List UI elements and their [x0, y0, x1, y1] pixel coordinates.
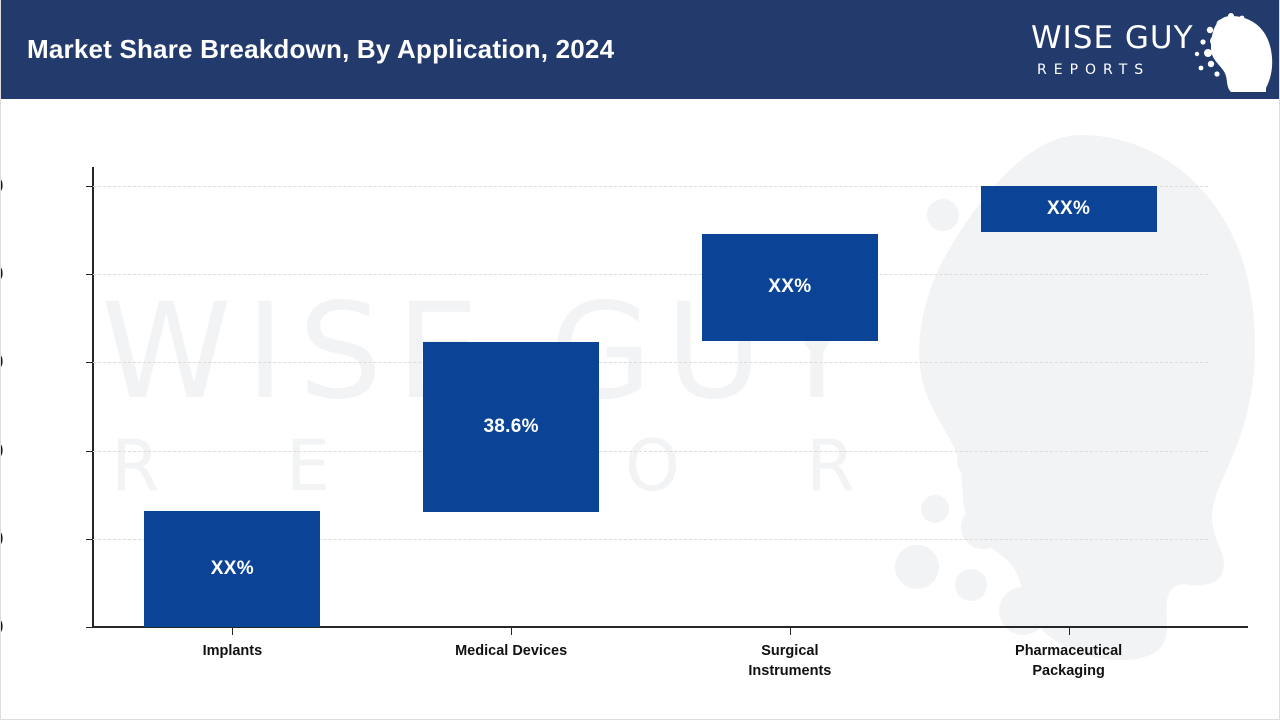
x-tick-mark [511, 627, 513, 635]
y-tick-mark [86, 362, 93, 364]
y-tick-label: 40 [1, 440, 4, 462]
y-tick-mark [86, 627, 93, 628]
bar-value-label: XX% [768, 276, 812, 298]
page-title: Market Share Breakdown, By Application, … [27, 34, 615, 64]
y-tick-label: 20 [1, 528, 4, 550]
y-tick-mark [86, 538, 93, 540]
y-axis-line [92, 167, 94, 628]
logo-dotted-head-icon [1194, 13, 1273, 92]
x-tick-label: Implants [202, 643, 263, 659]
gridline [93, 538, 1208, 540]
wise-guy-reports-logo[interactable]: WISE GUY REPORTS [1025, 8, 1275, 92]
x-tick-label: Pharmaceutical Packaging [1015, 643, 1123, 679]
y-tick-mark [86, 274, 93, 276]
page-header: Market Share Breakdown, By Application, … [1, 0, 1279, 99]
y-tick-label: 80 [1, 263, 4, 285]
bar[interactable]: XX% [144, 510, 321, 627]
bar[interactable]: XX% [980, 186, 1157, 232]
x-tick-mark [1068, 627, 1070, 635]
bar[interactable]: 38.6% [423, 341, 600, 512]
bar-value-label: XX% [210, 557, 254, 579]
y-tick-label: 0 [1, 616, 4, 638]
logo-text-line2: REPORTS [1037, 62, 1150, 78]
y-tick-mark [86, 450, 93, 452]
y-tick-label: 60 [1, 351, 4, 373]
x-tick-label: Surgical Instruments [748, 643, 832, 679]
logo-text-line1: WISE GUY [1031, 20, 1194, 56]
plot-area: 0 20 40 60 80 100 XX% 38.6% XX% XX% Implants Medi… [1, 175, 1208, 679]
bar[interactable]: XX% [701, 233, 878, 342]
x-axis-line [93, 626, 1248, 628]
x-tick-label: Medical Devices [455, 643, 568, 659]
y-tick-label: 100 [1, 175, 4, 197]
bar-value-label: XX% [1047, 197, 1091, 219]
gridline [93, 186, 1208, 187]
gridline [93, 362, 1208, 364]
bar-value-label: 38.6% [483, 415, 539, 437]
x-tick-mark [789, 627, 791, 635]
gridline [93, 450, 1208, 452]
gridline [93, 274, 1208, 276]
y-tick-mark [86, 186, 93, 187]
x-tick-mark [232, 627, 234, 635]
